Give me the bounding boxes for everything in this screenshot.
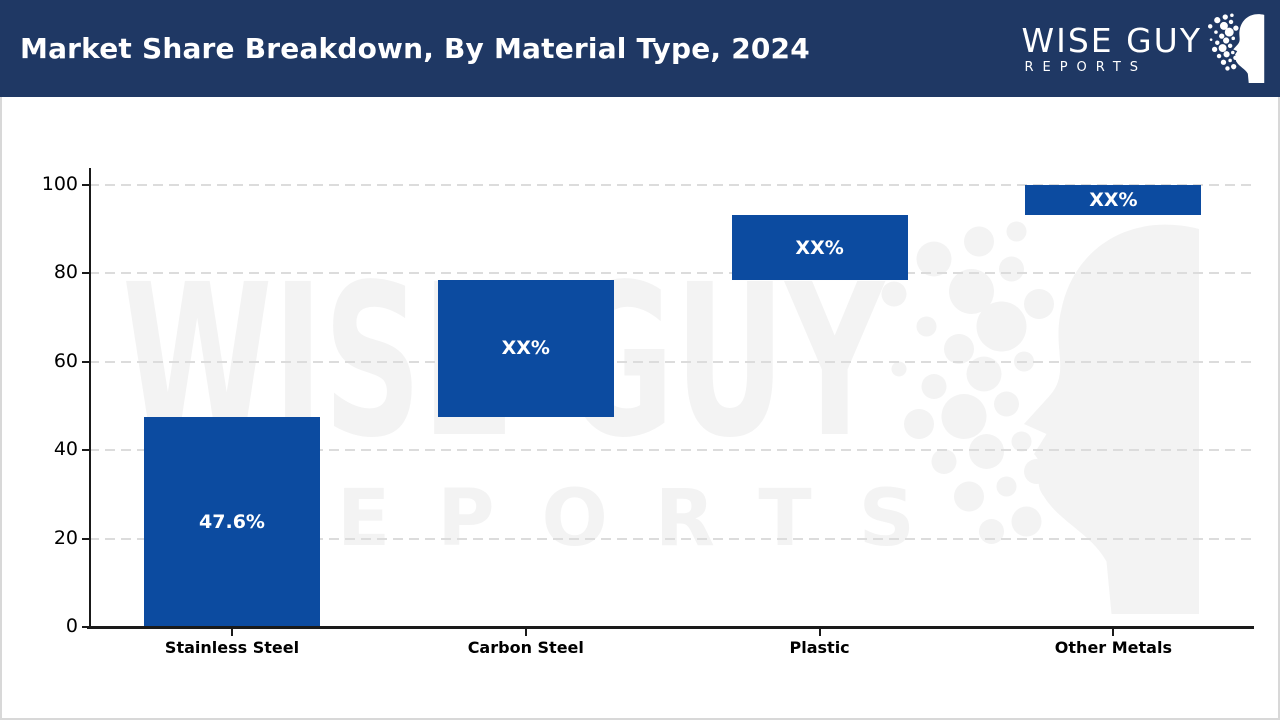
category-label: Other Metals [1054, 638, 1172, 657]
chart-area: WISE GUY REPORTS 0 20 40 60 80 100 47.6% Stainl… [0, 97, 1280, 720]
y-axis-line [89, 168, 91, 629]
x-axis-tick [818, 629, 821, 636]
plot: 0 20 40 60 80 100 47.6% Stainless Steel XX% Carbo… [2, 97, 1278, 718]
y-axis-tick [82, 272, 89, 275]
y-tick-label: 100 [41, 173, 78, 195]
gridline [89, 537, 1254, 540]
y-tick-label: 80 [53, 261, 78, 284]
y-tick-label: 40 [53, 438, 78, 461]
x-axis-tick [1112, 629, 1115, 636]
bar-value-label: XX% [501, 337, 550, 360]
gridline [89, 360, 1254, 363]
category-label: Stainless Steel [164, 638, 300, 657]
bar-plastic: XX% [731, 215, 908, 281]
y-axis-tick [82, 184, 89, 186]
watermark-face-icon [881, 221, 1199, 614]
bar-value-label: XX% [1089, 189, 1138, 212]
x-axis-tick [524, 629, 527, 636]
logo-line1: WISE GUY [1021, 20, 1202, 60]
x-axis-line [87, 626, 1254, 629]
page-title: Market Share Breakdown, By Material Type… [20, 32, 810, 65]
y-axis-tick [82, 537, 89, 540]
bar-stainless-steel: 47.6% [144, 416, 320, 627]
y-axis-tick [82, 626, 89, 628]
header: Market Share Breakdown, By Material Type… [0, 0, 1280, 97]
y-tick-label: 0 [65, 615, 78, 637]
wiseguy-face-icon [1207, 13, 1265, 84]
y-tick-label: 20 [53, 526, 78, 549]
bar-other-metals: XX% [1025, 185, 1202, 216]
bar-value-label: XX% [795, 236, 844, 259]
x-axis-tick [231, 629, 233, 636]
y-tick-label: 60 [53, 349, 78, 372]
category-label: Carbon Steel [467, 638, 584, 657]
y-axis-tick [82, 449, 89, 452]
category-label: Plastic [789, 638, 850, 657]
gridline [89, 272, 1254, 275]
gridline [89, 184, 1254, 186]
y-axis-tick [82, 360, 89, 363]
bar-value-label: 47.6% [199, 510, 265, 533]
logo-wordmark: WISE GUY REPORTS [1021, 24, 1202, 74]
logo-line2: REPORTS [1024, 59, 1148, 75]
bar-carbon-steel: XX% [437, 280, 614, 417]
wiseguy-logo: WISE GUY REPORTS [1021, 13, 1266, 84]
gridline [89, 449, 1254, 452]
watermark-subtitle: REPORTS [230, 474, 962, 564]
